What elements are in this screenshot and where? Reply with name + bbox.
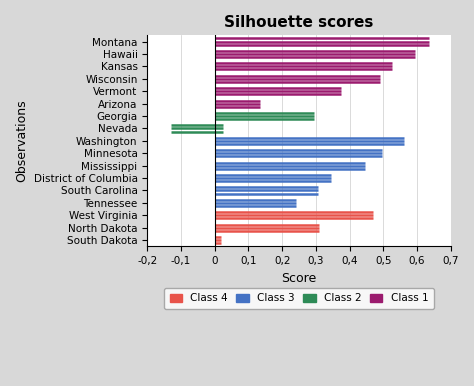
Legend: Class 4, Class 3, Class 2, Class 1: Class 4, Class 3, Class 2, Class 1 bbox=[164, 288, 434, 309]
X-axis label: Score: Score bbox=[282, 272, 317, 284]
Title: Silhouette scores: Silhouette scores bbox=[224, 15, 374, 30]
Y-axis label: Observations: Observations bbox=[15, 100, 28, 182]
